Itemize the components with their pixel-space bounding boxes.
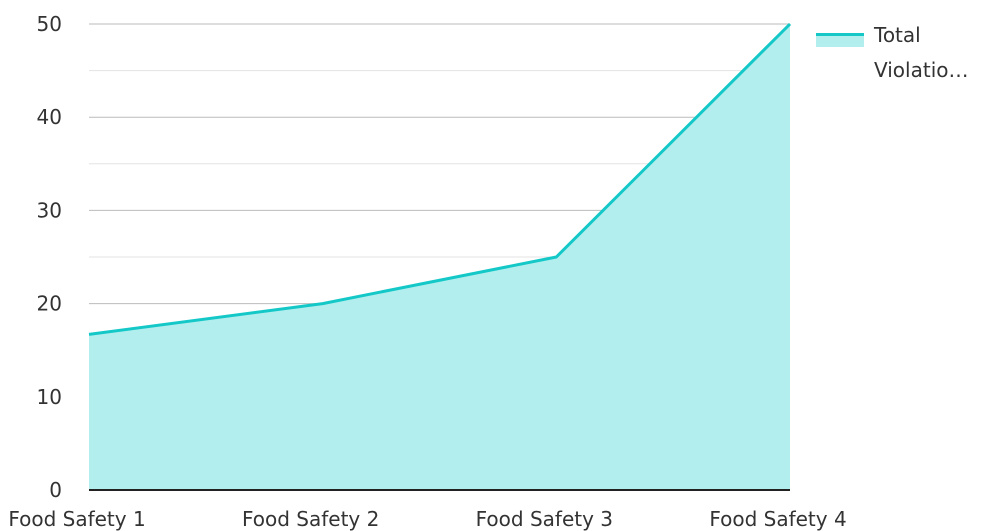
x-axis-tick-labels: Food Safety 1 Food Safety 2 Food Safety 3 F… bbox=[8, 507, 846, 531]
y-axis-tick-labels: 0 10 20 30 40 50 bbox=[37, 12, 62, 502]
x-tick-label: Food Safety 4 bbox=[709, 507, 846, 531]
series-area-fill bbox=[89, 24, 790, 490]
legend-swatch-total-violations bbox=[816, 33, 864, 47]
y-tick-label: 30 bbox=[37, 198, 62, 222]
legend-label-line-1: Total bbox=[873, 23, 921, 47]
x-tick-label: Food Safety 3 bbox=[476, 507, 613, 531]
y-tick-label: 40 bbox=[37, 105, 62, 129]
y-tick-label: 0 bbox=[49, 478, 62, 502]
y-tick-label: 20 bbox=[37, 292, 62, 316]
series-line bbox=[88, 22, 792, 336]
legend-label-line-2: Violatio… bbox=[874, 58, 968, 82]
x-tick-label: Food Safety 2 bbox=[242, 507, 379, 531]
x-tick-label: Food Safety 1 bbox=[8, 507, 145, 531]
y-tick-label: 50 bbox=[37, 12, 62, 36]
y-tick-label: 10 bbox=[37, 385, 62, 409]
legend[interactable]: Total Violatio… bbox=[816, 23, 968, 82]
